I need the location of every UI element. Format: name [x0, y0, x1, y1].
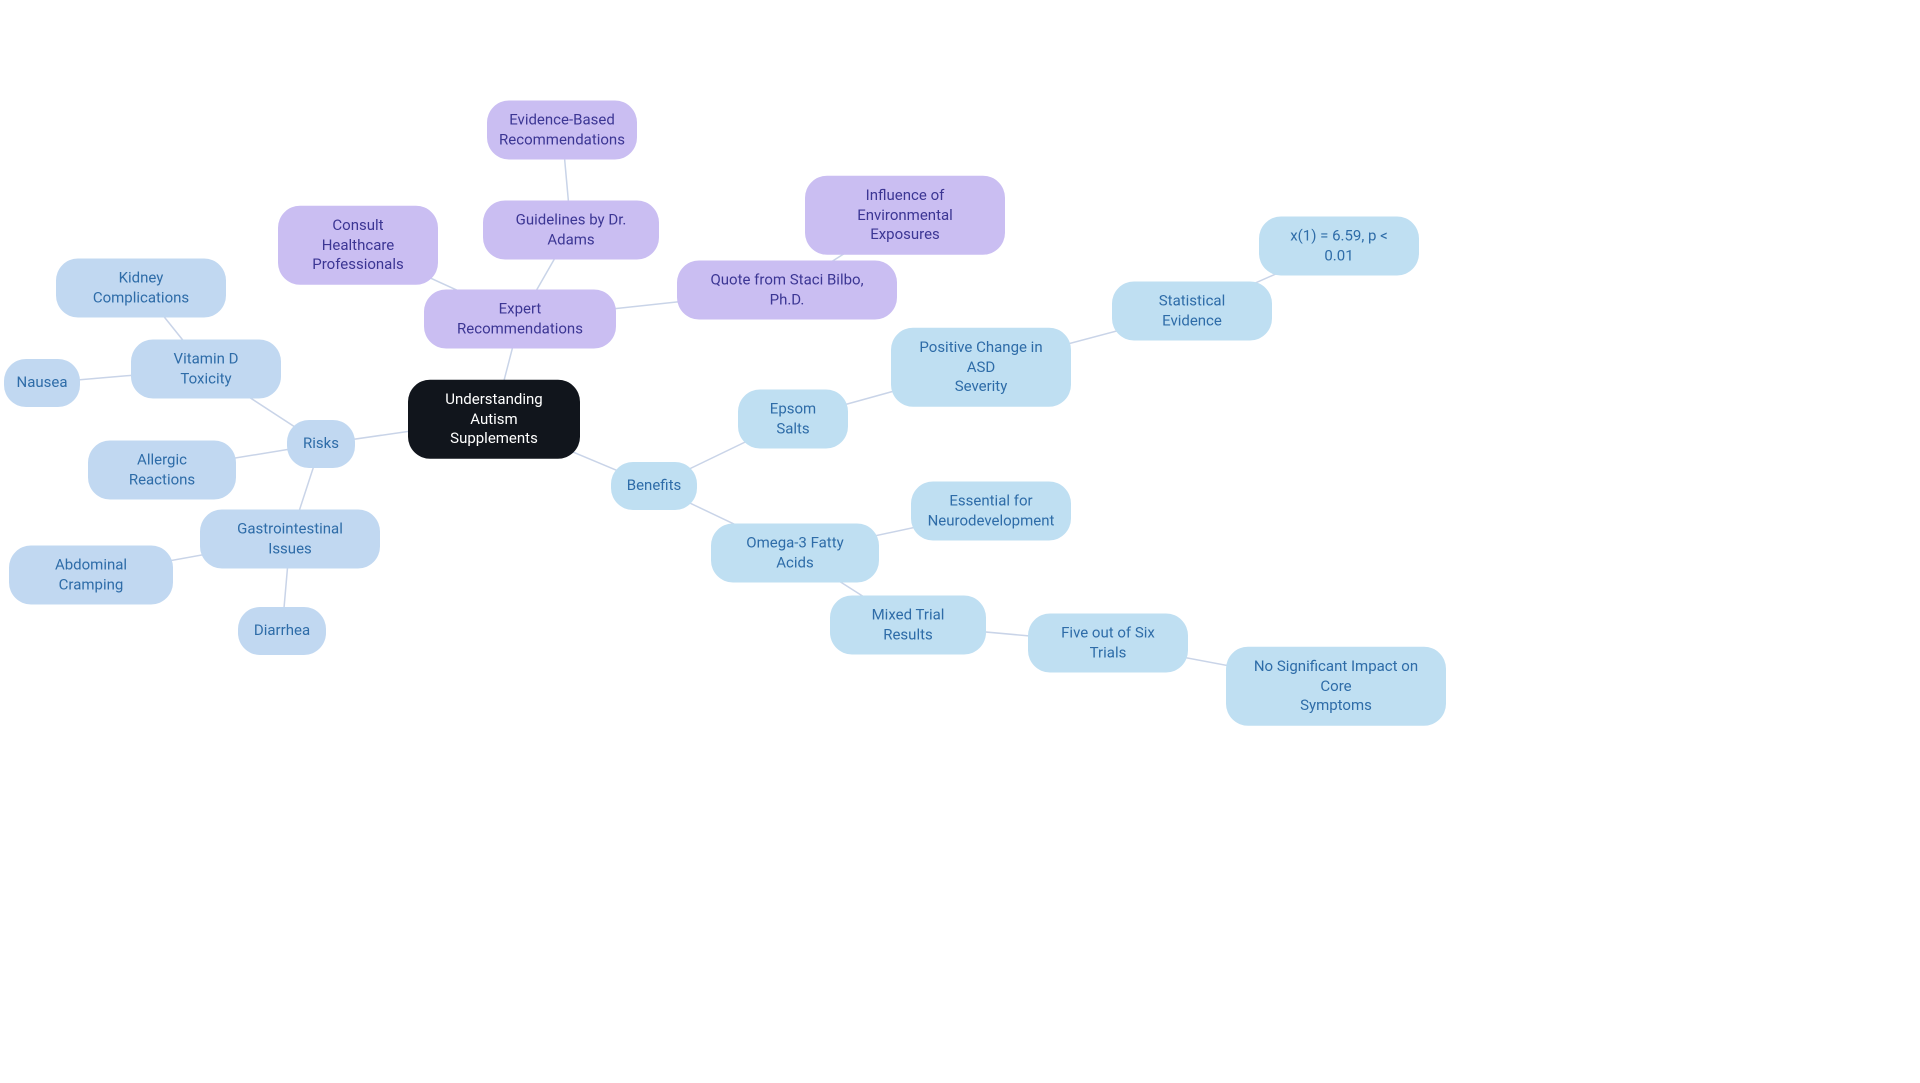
node-nausea: Nausea [4, 359, 80, 407]
node-stat: Statistical Evidence [1112, 282, 1272, 341]
node-five: Five out of Six Trials [1028, 614, 1188, 673]
node-nosig: No Significant Impact on Core Symptoms [1226, 647, 1446, 726]
node-gi: Gastrointestinal Issues [200, 510, 380, 569]
node-vitd: Vitamin D Toxicity [131, 340, 281, 399]
node-allergic: Allergic Reactions [88, 441, 236, 500]
node-consult: Consult Healthcare Professionals [278, 206, 438, 285]
node-positive: Positive Change in ASD Severity [891, 328, 1071, 407]
node-guidelines: Guidelines by Dr. Adams [483, 201, 659, 260]
node-neuro: Essential for Neurodevelopment [911, 482, 1071, 541]
node-expert: Expert Recommendations [424, 290, 616, 349]
node-omega: Omega-3 Fatty Acids [711, 524, 879, 583]
node-chi: x(1) = 6.59, p < 0.01 [1259, 217, 1419, 276]
node-kidney: Kidney Complications [56, 259, 226, 318]
node-cramp: Abdominal Cramping [9, 546, 173, 605]
node-epsom: Epsom Salts [738, 390, 848, 449]
node-mixed: Mixed Trial Results [830, 596, 986, 655]
node-quote: Quote from Staci Bilbo, Ph.D. [677, 261, 897, 320]
node-risks: Risks [287, 420, 355, 468]
node-diarrhea: Diarrhea [238, 607, 326, 655]
node-benefits: Benefits [611, 462, 697, 510]
node-root: Understanding Autism Supplements [408, 380, 580, 459]
node-influence: Influence of Environmental Exposures [805, 176, 1005, 255]
node-evidence: Evidence-Based Recommendations [487, 101, 637, 160]
